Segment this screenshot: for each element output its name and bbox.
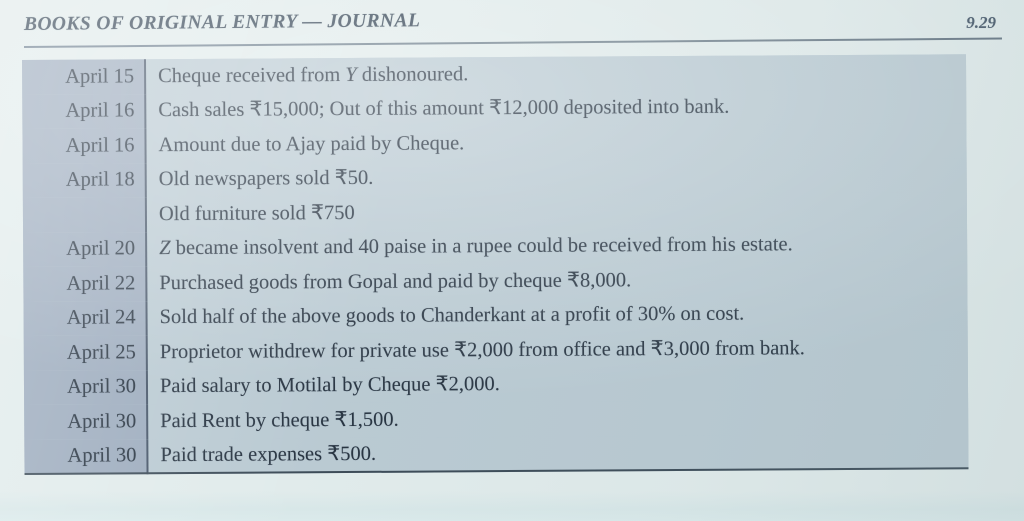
journal-date-cell: April 16 bbox=[22, 93, 146, 129]
journal-description-cell: Old furniture sold ₹750 bbox=[145, 192, 968, 232]
journal-description-cell: Old newspapers sold ₹50. bbox=[145, 157, 967, 198]
journal-row: April 18 Old newspapers sold ₹50. bbox=[22, 157, 967, 198]
journal-row: April 30 Paid salary to Motilal by Cheque… bbox=[23, 364, 969, 405]
journal-table: April 15 Cheque received from Y dishonour… bbox=[22, 54, 969, 475]
page-bottom-fade bbox=[0, 491, 1024, 521]
journal-date-cell: April 15 bbox=[22, 59, 146, 95]
journal-description-cell: Purchased goods from Gopal and paid by c… bbox=[146, 261, 968, 301]
journal-row: April 30 Paid Rent by cheque ₹1,500. bbox=[24, 399, 969, 440]
journal-row: April 15 Cheque received from Y dishonour… bbox=[22, 54, 967, 95]
journal-date-cell: April 30 bbox=[24, 438, 148, 474]
journal-description-cell: Paid trade expenses ₹500. bbox=[147, 433, 969, 474]
party-name: Y bbox=[345, 63, 357, 86]
journal-description-cell: Amount due to Ajay paid by Cheque. bbox=[145, 123, 967, 163]
party-name: Z bbox=[159, 237, 171, 260]
journal-date-cell bbox=[22, 197, 147, 233]
journal-date-cell: April 24 bbox=[23, 300, 147, 336]
running-head-title: BOOKS OF ORIGINAL ENTRY — JOURNAL bbox=[23, 10, 421, 35]
journal-row: April 30 Paid trade expenses ₹500. bbox=[24, 433, 969, 474]
journal-date-cell: April 30 bbox=[23, 369, 148, 405]
journal-row: April 24 Sold half of the above goods to … bbox=[23, 295, 968, 336]
journal-description-cell: Cheque received from Y dishonoured. bbox=[144, 54, 967, 94]
journal-description-cell: Sold half of the above goods to Chanderk… bbox=[146, 295, 968, 336]
running-head: BOOKS OF ORIGINAL ENTRY — JOURNAL 9.29 bbox=[0, 10, 1024, 50]
journal-description-cell: Paid Rent by cheque ₹1,500. bbox=[147, 399, 969, 439]
journal-row: April 25 Proprietor withdrew for private … bbox=[23, 330, 968, 371]
journal-row: April 16 Cash sales ₹15,000; Out of this … bbox=[22, 88, 967, 129]
journal-date-cell: April 30 bbox=[24, 404, 148, 440]
journal-table-body: April 15 Cheque received from Y dishonour… bbox=[22, 54, 969, 474]
running-head-rule bbox=[23, 37, 1002, 48]
journal-description-cell: Paid salary to Motilal by Cheque ₹2,000. bbox=[146, 364, 969, 405]
journal-description-cell: Z became insolvent and 40 paise in a rup… bbox=[146, 226, 968, 267]
journal-row: April 20 Z became insolvent and 40 paise … bbox=[23, 226, 968, 267]
journal-row: Old furniture sold ₹750 bbox=[22, 192, 968, 233]
journal-row: April 22 Purchased goods from Gopal and p… bbox=[23, 261, 968, 302]
journal-row: April 16 Amount due to Ajay paid by Chequ… bbox=[22, 123, 967, 164]
journal-date-cell: April 20 bbox=[23, 231, 147, 267]
journal-date-cell: April 25 bbox=[23, 335, 147, 371]
journal-table-container: April 15 Cheque received from Y dishonour… bbox=[22, 54, 969, 475]
journal-date-cell: April 22 bbox=[23, 266, 147, 302]
journal-description-cell: Proprietor withdrew for private use ₹2,0… bbox=[146, 330, 968, 370]
journal-description-cell: Cash sales ₹15,000; Out of this amount ₹… bbox=[145, 88, 967, 129]
journal-date-cell: April 18 bbox=[22, 162, 146, 198]
journal-date-cell: April 16 bbox=[22, 128, 146, 164]
page-number: 9.29 bbox=[966, 13, 996, 32]
